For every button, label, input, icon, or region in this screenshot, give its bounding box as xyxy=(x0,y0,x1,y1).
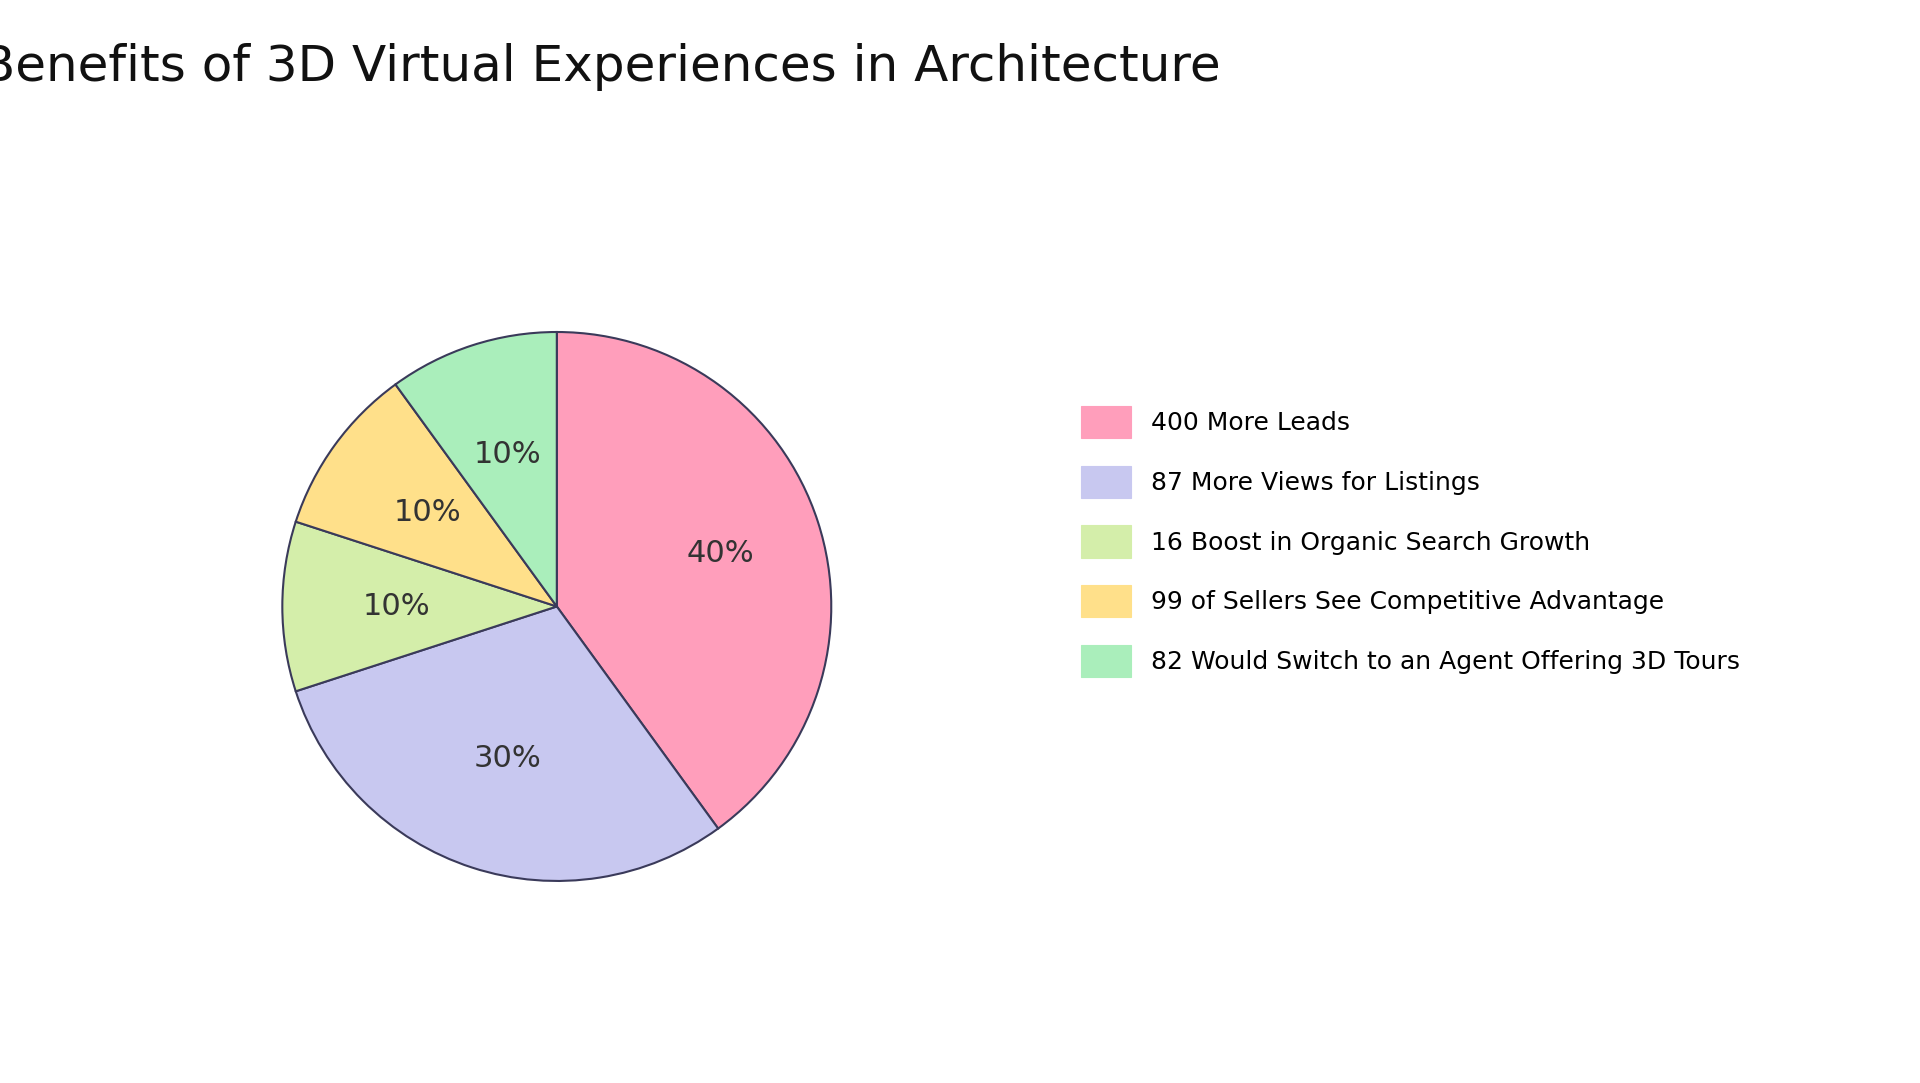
Text: 10%: 10% xyxy=(363,592,430,621)
Text: 10%: 10% xyxy=(394,498,461,526)
Wedge shape xyxy=(282,522,557,691)
Text: 10%: 10% xyxy=(474,440,541,469)
Wedge shape xyxy=(296,606,718,880)
Text: 40%: 40% xyxy=(685,539,755,567)
Legend: 400 More Leads, 87 More Views for Listings, 16 Boost in Organic Search Growth, 9: 400 More Leads, 87 More Views for Listin… xyxy=(1069,394,1753,689)
Text: Benefits of 3D Virtual Experiences in Architecture: Benefits of 3D Virtual Experiences in Ar… xyxy=(0,43,1221,91)
Wedge shape xyxy=(296,384,557,606)
Wedge shape xyxy=(557,332,831,828)
Text: 30%: 30% xyxy=(474,744,541,773)
Wedge shape xyxy=(396,332,557,606)
